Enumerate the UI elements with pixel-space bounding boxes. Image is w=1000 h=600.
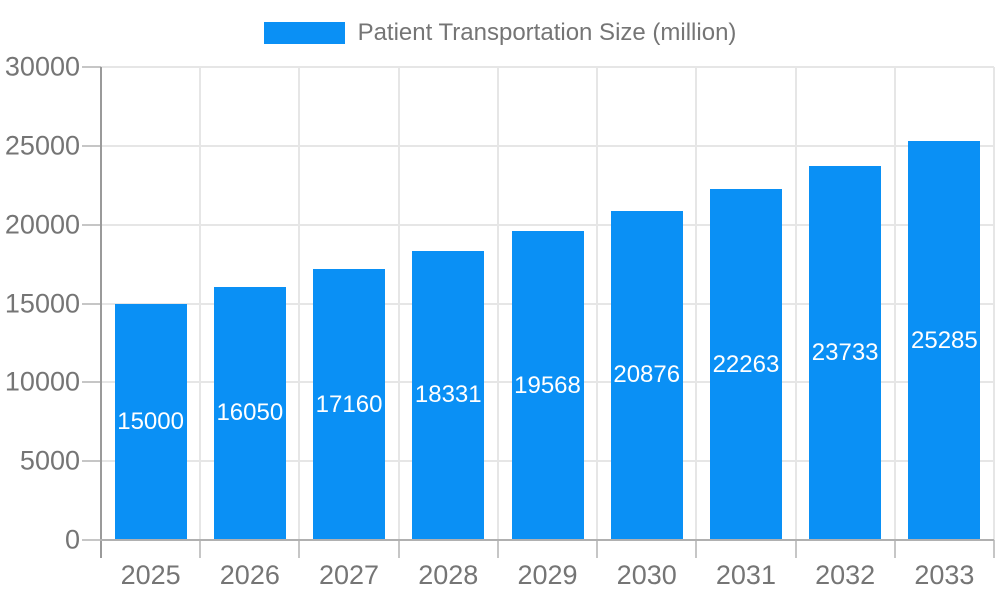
bar-value-label: 22263 — [712, 350, 780, 378]
y-axis-line — [100, 67, 102, 558]
y-axis-tick — [82, 302, 101, 305]
gridline-horizontal — [101, 144, 994, 147]
y-axis-tick — [82, 381, 101, 384]
bar: 18331 — [412, 250, 485, 540]
x-axis-tick — [298, 540, 301, 558]
gridline-vertical — [993, 67, 995, 540]
bar-value-label: 19568 — [514, 371, 581, 399]
x-tick-label: 2029 — [517, 560, 578, 590]
y-axis-tick — [82, 66, 101, 68]
gridline-horizontal — [101, 66, 994, 68]
x-axis-tick — [695, 540, 698, 558]
y-tick-label: 0 — [64, 524, 80, 555]
y-tick-label: 30000 — [4, 51, 80, 82]
x-tick-label: 2028 — [418, 560, 479, 590]
gridline-vertical — [397, 67, 400, 540]
bar: 22263 — [709, 189, 782, 540]
legend-swatch — [263, 22, 345, 44]
y-tick-label: 25000 — [4, 130, 80, 161]
x-axis-tick — [199, 540, 202, 558]
y-axis-tick — [82, 460, 101, 463]
bar: 19568 — [511, 231, 584, 540]
x-axis-tick — [794, 540, 797, 558]
bar-value-label: 23733 — [811, 338, 879, 366]
legend: Patient Transportation Size (million) — [0, 19, 1000, 47]
plot-area: 0 5000 10000 15000 20000 25000 30000 15000 2025 1… — [5, 53, 995, 589]
bar-value-label: 20876 — [613, 361, 681, 389]
bar: 23733 — [809, 165, 882, 540]
bar-value-label: 17160 — [315, 390, 383, 418]
bar-value-label: 18331 — [414, 381, 482, 409]
x-axis-line — [100, 539, 994, 541]
bar: 16050 — [213, 286, 286, 540]
y-tick-label: 15000 — [4, 288, 80, 318]
x-axis-tick — [397, 540, 400, 558]
y-axis-tick — [82, 144, 101, 147]
bar: 15000 — [114, 303, 187, 540]
x-tick-label: 2033 — [914, 560, 975, 590]
gridline-vertical — [695, 67, 698, 540]
y-axis-tick — [82, 223, 101, 226]
bar: 25285 — [908, 141, 981, 540]
x-tick-label: 2030 — [616, 560, 677, 590]
x-axis-tick — [596, 540, 599, 558]
y-tick-label: 10000 — [4, 366, 80, 397]
gridline-vertical — [794, 67, 797, 540]
x-tick-label: 2027 — [319, 560, 380, 590]
x-axis-tick — [496, 540, 499, 558]
bar-value-label: 15000 — [117, 407, 184, 435]
gridline-vertical — [596, 67, 599, 540]
x-tick-label: 2031 — [715, 560, 776, 590]
gridline-vertical — [893, 67, 896, 540]
bar-value-label: 16050 — [216, 399, 284, 427]
bar: 20876 — [610, 210, 683, 540]
bar-value-label: 25285 — [911, 326, 978, 354]
x-tick-label: 2026 — [219, 560, 280, 590]
gridline-vertical — [298, 67, 301, 540]
x-tick-label: 2032 — [815, 560, 876, 590]
y-tick-label: 5000 — [19, 445, 80, 476]
bar: 17160 — [313, 269, 386, 540]
x-tick-label: 2025 — [120, 560, 181, 590]
gridline-horizontal — [101, 223, 994, 226]
gridline-vertical — [496, 67, 499, 540]
legend-label: Patient Transportation Size (million) — [357, 19, 737, 46]
x-axis-tick — [893, 540, 896, 558]
y-axis-tick — [82, 539, 101, 541]
y-tick-label: 20000 — [4, 209, 80, 240]
gridline-vertical — [199, 67, 202, 540]
x-axis-tick — [993, 540, 995, 558]
